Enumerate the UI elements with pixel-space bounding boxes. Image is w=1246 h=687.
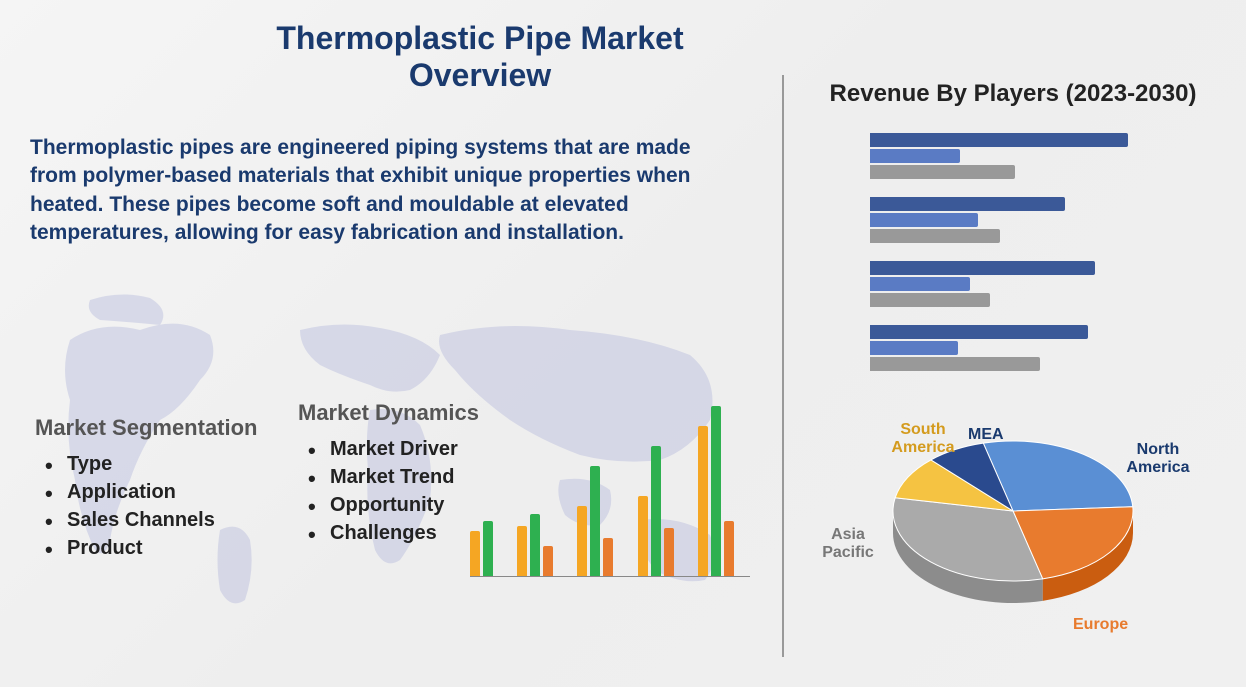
dyn-item: Challenges — [298, 522, 479, 545]
pie-label: Europe — [1073, 616, 1128, 634]
seg-item: Sales Channels — [35, 509, 258, 532]
dynamics-list: Market Driver Market Trend Opportunity C… — [298, 438, 479, 545]
revenue-bar — [870, 197, 1065, 211]
mini-bar-group — [577, 466, 613, 576]
mini-bar — [711, 406, 721, 576]
revenue-bar — [870, 213, 978, 227]
mini-bar — [664, 528, 674, 576]
pie-label: MEA — [968, 426, 1004, 444]
mini-bar — [543, 546, 553, 576]
revenue-bar — [870, 261, 1095, 275]
mini-bar-group — [698, 406, 734, 576]
mini-bar-chart — [470, 397, 750, 577]
mini-bar — [517, 526, 527, 576]
revenue-chart-title: Revenue By Players (2023-2030) — [810, 80, 1216, 108]
revenue-bar — [870, 341, 958, 355]
description-text: Thermoplastic pipes are engineered pipin… — [30, 134, 730, 247]
mini-bar — [483, 521, 493, 576]
mini-bar — [530, 514, 540, 576]
mini-bar — [590, 466, 600, 576]
revenue-bar — [870, 293, 990, 307]
revenue-bar-chart — [870, 133, 1216, 371]
revenue-bar — [870, 357, 1040, 371]
revenue-bar — [870, 277, 970, 291]
pie-chart-area: North AmericaEuropeAsia PacificSouth Ame… — [853, 421, 1173, 661]
pie-label: Asia Pacific — [808, 526, 888, 562]
revenue-bar-group — [870, 197, 1216, 243]
mini-bar — [651, 446, 661, 576]
mini-bar-group — [517, 514, 553, 576]
revenue-bar-group — [870, 325, 1216, 371]
seg-item: Type — [35, 453, 258, 476]
revenue-bar — [870, 149, 960, 163]
seg-item: Product — [35, 537, 258, 560]
revenue-bar-group — [870, 133, 1216, 179]
mini-bar — [577, 506, 587, 576]
dyn-item: Market Driver — [298, 438, 479, 461]
page-title: Thermoplastic Pipe Market Overview — [210, 20, 750, 94]
segmentation-title: Market Segmentation — [35, 415, 258, 441]
revenue-bar-group — [870, 261, 1216, 307]
pie-label: North America — [1118, 441, 1198, 477]
dynamics-title: Market Dynamics — [298, 400, 479, 426]
revenue-bar — [870, 133, 1128, 147]
revenue-bar — [870, 325, 1088, 339]
mini-bar-group — [638, 446, 674, 576]
revenue-bar — [870, 229, 1000, 243]
segmentation-section: Market Segmentation Type Application Sal… — [35, 415, 258, 565]
segmentation-list: Type Application Sales Channels Product — [35, 453, 258, 560]
mini-bar — [698, 426, 708, 576]
dyn-item: Opportunity — [298, 494, 479, 517]
dynamics-section: Market Dynamics Market Driver Market Tre… — [298, 400, 479, 550]
mini-bar — [638, 496, 648, 576]
mini-bar — [603, 538, 613, 576]
seg-item: Application — [35, 481, 258, 504]
pie-label: South America — [883, 421, 963, 457]
revenue-bar — [870, 165, 1015, 179]
mini-bar — [724, 521, 734, 576]
dyn-item: Market Trend — [298, 466, 479, 489]
